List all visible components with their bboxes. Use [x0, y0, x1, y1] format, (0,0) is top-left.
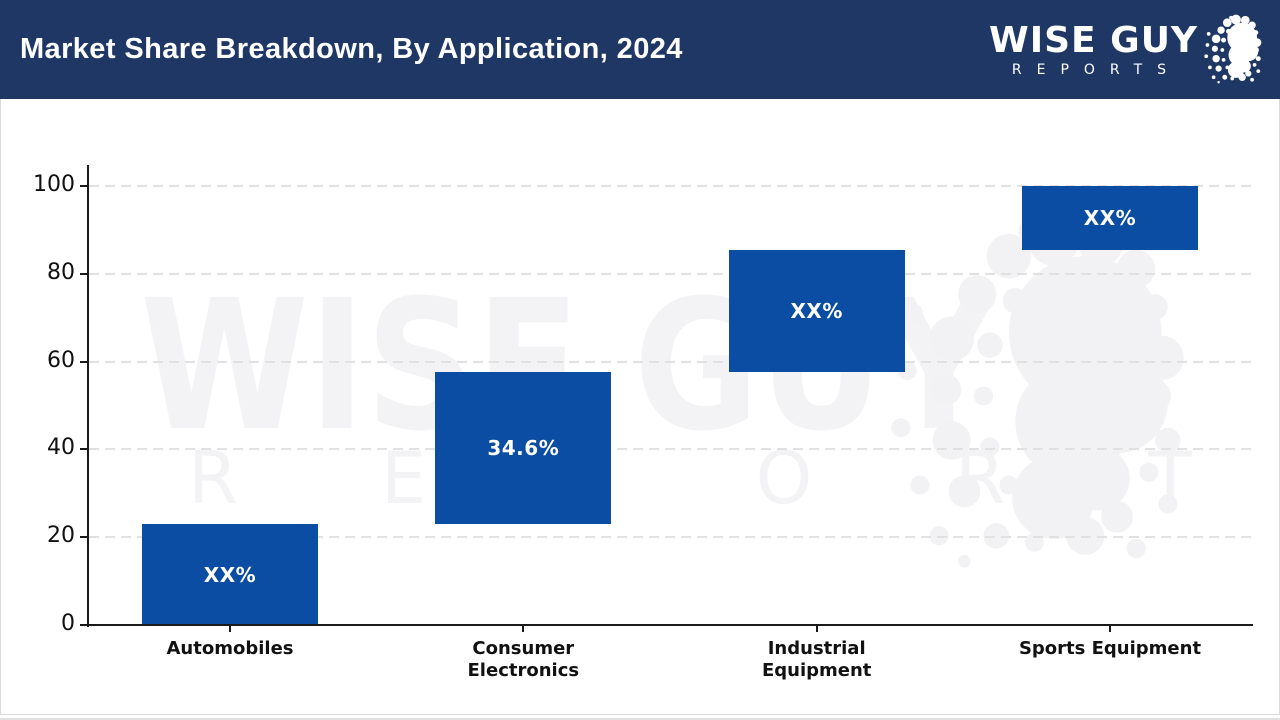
y-axis-tick	[80, 272, 88, 275]
y-axis-tick	[80, 360, 88, 363]
logo-dotted-head-icon	[1200, 12, 1262, 88]
x-category-label: Sports Equipment	[1018, 638, 1202, 659]
page-bottom-border	[0, 718, 1280, 720]
gridline	[89, 536, 1253, 539]
bar: 34.6%	[435, 372, 612, 525]
bar: XX%	[142, 524, 318, 625]
bar-value-label: XX%	[203, 562, 257, 587]
logo-text: WISE GUY REPORTS	[988, 19, 1198, 78]
bar-value-label: XX%	[790, 299, 843, 324]
y-axis-tick	[80, 624, 88, 626]
chart-title: Market Share Breakdown, By Application, …	[20, 33, 683, 65]
bar: XX%	[1022, 186, 1198, 251]
y-tick-label: 100	[33, 172, 75, 197]
x-axis-tick	[522, 626, 525, 632]
y-axis-tick	[80, 448, 88, 451]
gridline	[89, 185, 1253, 187]
bar-value-label: 34.6%	[487, 436, 560, 461]
bar: XX%	[728, 250, 905, 373]
y-tick-label: 20	[47, 523, 75, 549]
y-tick-label: 80	[47, 259, 75, 285]
x-axis-tick	[229, 626, 231, 632]
gridline	[89, 360, 1253, 363]
logo-brand-text: WISE GUY	[988, 19, 1198, 61]
y-tick-label: 60	[47, 347, 75, 373]
y-tick-label: 40	[47, 435, 75, 461]
x-axis-tick	[1109, 626, 1111, 632]
y-tick-label: 0	[61, 611, 75, 636]
x-category-label: Industrial Equipment	[761, 638, 872, 681]
y-axis-tick	[80, 536, 88, 539]
gridline	[89, 272, 1253, 275]
x-axis-line	[87, 624, 1253, 626]
y-axis-line	[87, 165, 89, 627]
logo-reports-text: REPORTS	[1011, 61, 1182, 78]
x-category-label: Automobiles	[166, 638, 294, 659]
y-axis-tick	[80, 185, 88, 187]
x-axis-tick	[815, 626, 818, 632]
bar-value-label: XX%	[1083, 206, 1137, 231]
gridline	[89, 448, 1253, 451]
header-bar: Market Share Breakdown, By Application, …	[0, 0, 1280, 99]
x-category-label: Consumer Electronics	[467, 638, 580, 681]
wise-guy-logo: WISE GUY REPORTS	[989, 12, 1262, 88]
